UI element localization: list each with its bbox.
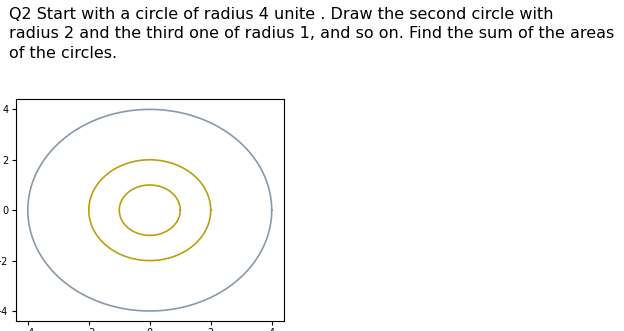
Text: Q2 Start with a circle of radius 4 unite . Draw the second circle with
radius 2 : Q2 Start with a circle of radius 4 unite…	[9, 7, 615, 61]
